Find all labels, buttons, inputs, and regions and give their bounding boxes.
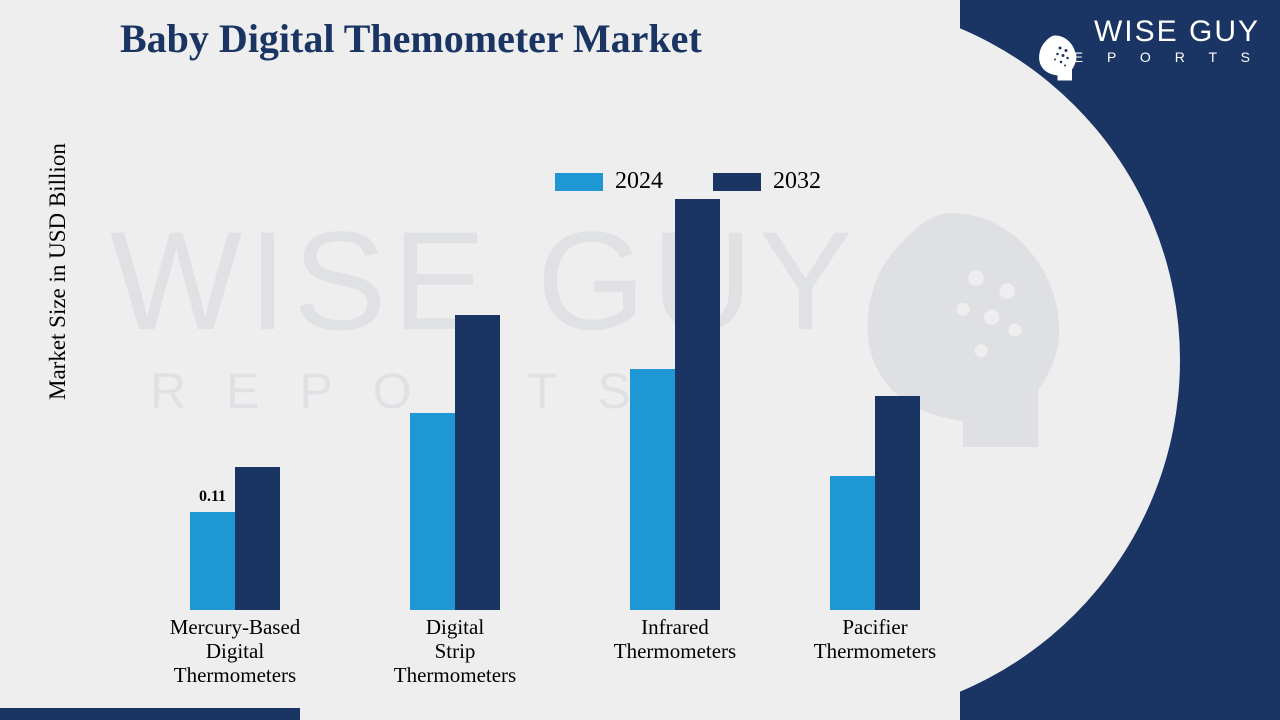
y-axis-label: Market Size in USD Billion — [45, 143, 71, 400]
x-axis-label: DigitalStripThermometers — [394, 615, 516, 687]
bar-group: 0.11 — [190, 467, 280, 610]
chart-plot-area: 0.11 — [100, 190, 970, 610]
x-axis-label: PacifierThermometers — [814, 615, 936, 663]
bar-group — [410, 315, 500, 610]
bar — [675, 199, 720, 610]
page-root: WISE GUY R E P O R T S Baby Digital Them… — [0, 0, 1280, 720]
bar — [830, 476, 875, 610]
bottom-strip — [0, 708, 300, 720]
chart-title: Baby Digital Themometer Market — [120, 15, 702, 62]
bar-value-label: 0.11 — [199, 488, 226, 506]
legend-swatch-2024 — [555, 173, 603, 191]
bar-group — [630, 199, 720, 610]
bar — [455, 315, 500, 610]
bar — [875, 396, 920, 610]
bar-group — [830, 396, 920, 610]
x-axis-label: Mercury-BasedDigitalThermometers — [170, 615, 301, 687]
legend-swatch-2032 — [713, 173, 761, 191]
brand-head-icon — [1030, 33, 1080, 83]
bar — [410, 413, 455, 610]
bar — [630, 369, 675, 610]
x-axis-label: InfraredThermometers — [614, 615, 736, 663]
bar: 0.11 — [190, 512, 235, 610]
brand-logo: WISE GUY R E P O R T S — [1040, 15, 1260, 65]
bar — [235, 467, 280, 610]
